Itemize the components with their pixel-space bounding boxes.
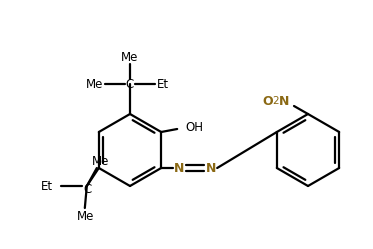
Text: Me: Me bbox=[86, 77, 104, 90]
Text: Me: Me bbox=[92, 154, 110, 168]
Text: Et: Et bbox=[41, 180, 53, 192]
Text: Et: Et bbox=[157, 77, 169, 90]
Text: N: N bbox=[206, 162, 216, 175]
Text: Me: Me bbox=[77, 209, 94, 223]
Text: Me: Me bbox=[121, 51, 139, 63]
Text: C: C bbox=[84, 183, 92, 195]
Text: N: N bbox=[279, 95, 289, 108]
Text: O: O bbox=[263, 95, 273, 108]
Text: OH: OH bbox=[185, 121, 203, 133]
Text: C: C bbox=[126, 77, 134, 90]
Text: 2: 2 bbox=[273, 96, 279, 106]
Text: N: N bbox=[174, 162, 184, 175]
